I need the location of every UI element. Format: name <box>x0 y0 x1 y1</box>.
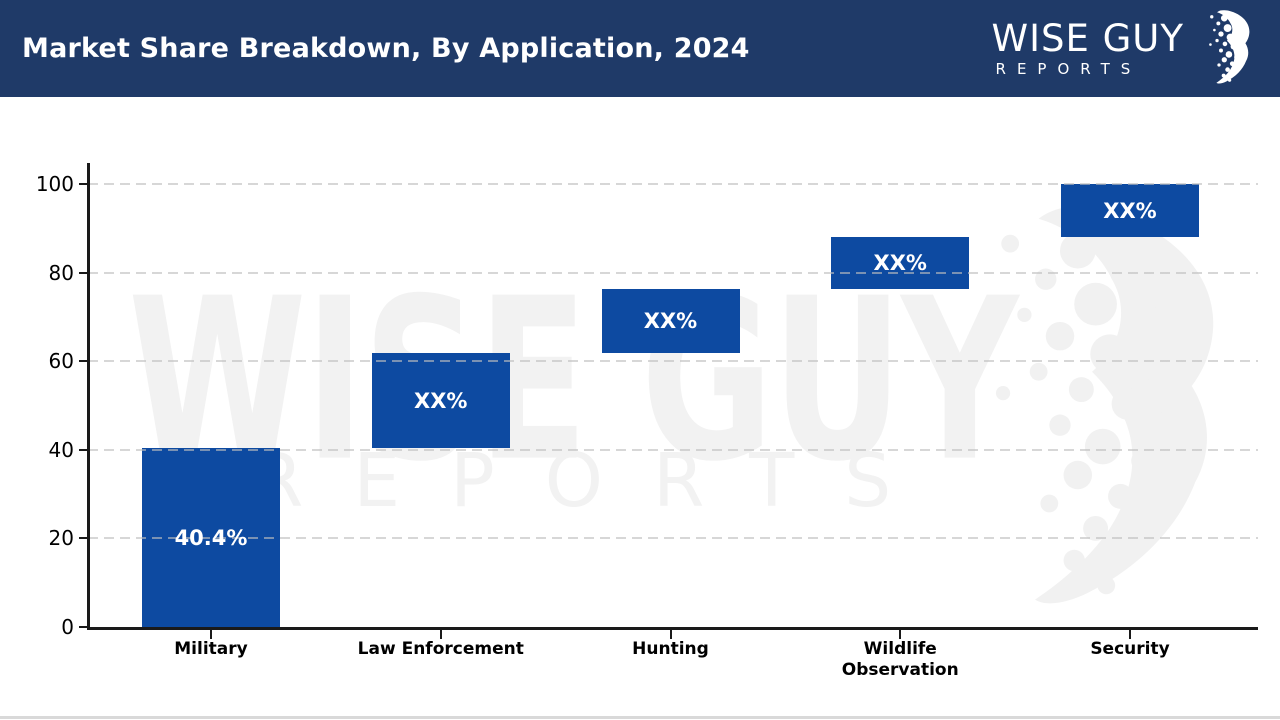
y-axis-line <box>87 163 90 629</box>
x-tick-mark <box>899 630 902 639</box>
x-category-label: Wildlife Observation <box>841 639 959 681</box>
x-axis-line <box>87 627 1258 630</box>
bar-segment <box>601 288 740 354</box>
logo-subtext: REPORTS <box>995 59 1142 78</box>
x-tick-mark <box>210 630 212 639</box>
bar-segment <box>1061 184 1199 238</box>
y-tick-mark <box>79 271 87 274</box>
logo-text: WISE GUY REPORTS <box>992 20 1184 78</box>
logo-head-icon <box>1188 10 1254 87</box>
y-tick-label: 20 <box>48 526 74 551</box>
bar-segment <box>371 353 510 449</box>
y-gridline <box>88 448 1258 451</box>
bar-value-label: XX% <box>873 250 927 275</box>
y-gridline <box>88 537 1258 540</box>
y-tick-mark <box>79 537 87 540</box>
bar-value-label: 40.4% <box>174 525 248 550</box>
y-tick-mark <box>79 360 87 363</box>
bar-value-label: XX% <box>643 308 698 333</box>
x-tick-mark <box>669 630 672 639</box>
watermark-subtext: REPORTS <box>252 438 942 524</box>
x-category-label: Hunting <box>632 639 709 659</box>
y-tick-label: 0 <box>61 615 74 639</box>
y-tick-label: 60 <box>48 349 74 374</box>
y-tick-label: 100 <box>35 172 74 196</box>
x-category-label: Military <box>174 639 248 659</box>
y-tick-mark <box>79 448 87 451</box>
page-title: Market Share Breakdown, By Application, … <box>22 33 750 64</box>
x-category-label: Security <box>1090 639 1170 659</box>
x-tick-mark <box>439 630 442 639</box>
header-bar: Market Share Breakdown, By Application, … <box>0 0 1280 97</box>
y-gridline <box>88 271 1258 274</box>
y-tick-label: 40 <box>48 437 74 462</box>
brand-logo: WISE GUY REPORTS <box>992 10 1254 87</box>
x-category-label: Law Enforcement <box>357 639 524 659</box>
logo-wordmark: WISE GUY <box>991 16 1184 60</box>
y-tick-label: 80 <box>48 260 74 285</box>
y-tick-mark <box>79 183 87 185</box>
x-tick-mark <box>1129 630 1131 639</box>
y-gridline <box>88 360 1258 363</box>
y-gridline <box>88 183 1258 185</box>
bar-value-label: XX% <box>414 388 468 413</box>
bar-segment <box>831 237 970 289</box>
bar-value-label: XX% <box>1103 198 1157 223</box>
y-tick-mark <box>79 626 87 628</box>
bottom-border <box>0 716 1280 719</box>
